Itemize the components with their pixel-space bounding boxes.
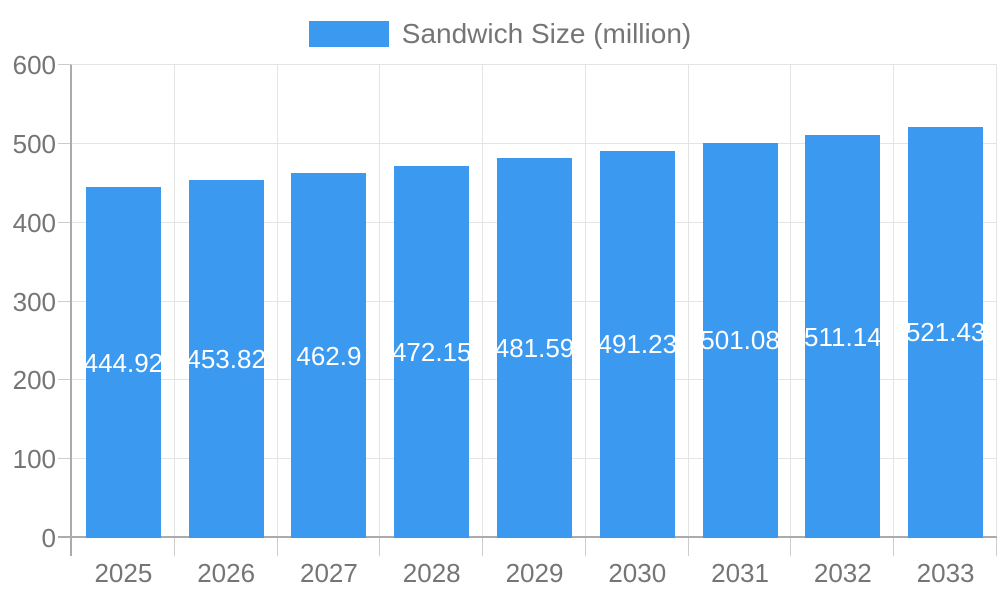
x-axis-label-2025: 2025 [94, 558, 153, 588]
y-axis-tick [58, 222, 72, 223]
x-axis-tick [174, 538, 175, 556]
legend-swatch [308, 21, 389, 47]
x-gridline [996, 65, 997, 538]
y-axis-line [70, 65, 72, 556]
x-axis-tick [996, 538, 997, 556]
y-gridline [72, 143, 997, 144]
y-axis-label: 200 [12, 365, 56, 395]
x-gridline [174, 65, 175, 538]
y-axis-label: 0 [41, 523, 56, 553]
bar-2030[interactable] [599, 150, 675, 538]
y-axis-label: 300 [12, 287, 56, 317]
x-gridline [379, 65, 380, 538]
legend-label: Sandwich Size (million) [401, 18, 692, 49]
y-axis-label: 400 [12, 208, 56, 238]
x-gridline [790, 65, 791, 538]
x-axis-label-2028: 2028 [402, 558, 461, 588]
x-axis-label-2032: 2032 [813, 558, 872, 588]
bar-2031[interactable] [702, 142, 778, 538]
x-axis-tick [482, 538, 483, 556]
y-axis-label: 600 [12, 50, 56, 80]
x-axis-label-2030: 2030 [608, 558, 667, 588]
x-axis-tick [790, 538, 791, 556]
x-axis-label-2026: 2026 [197, 558, 256, 588]
x-axis-tick [277, 538, 278, 556]
y-axis-tick [58, 301, 72, 302]
x-axis-label-2031: 2031 [711, 558, 769, 588]
x-axis-tick [585, 538, 586, 556]
bar-2028[interactable] [394, 165, 470, 538]
x-gridline [893, 65, 894, 538]
y-axis-tick [58, 458, 72, 459]
bar-2029[interactable] [497, 158, 572, 538]
bar-2025[interactable] [85, 187, 161, 538]
y-gridline [72, 64, 997, 65]
x-gridline [277, 65, 278, 538]
bar-2026[interactable] [188, 180, 264, 538]
bar-2032[interactable] [805, 135, 881, 538]
y-axis-tick [58, 64, 72, 65]
x-axis-tick [688, 538, 689, 556]
y-axis-label: 500 [12, 129, 56, 159]
x-axis-tick [379, 538, 380, 556]
bar-2033[interactable] [908, 126, 984, 538]
x-gridline [688, 65, 689, 538]
x-axis-label-2027: 2027 [300, 558, 358, 588]
x-axis-label-2029: 2029 [505, 558, 564, 588]
y-axis-tick [58, 379, 72, 380]
y-axis-label: 100 [12, 444, 56, 474]
chart-legend[interactable]: Sandwich Size (million) [0, 18, 1000, 50]
bar-2027[interactable] [291, 173, 367, 538]
x-gridline [482, 65, 483, 538]
x-axis-label-2033: 2033 [916, 558, 975, 588]
x-gridline [585, 65, 586, 538]
x-axis-tick [893, 538, 894, 556]
y-axis-tick [58, 143, 72, 144]
